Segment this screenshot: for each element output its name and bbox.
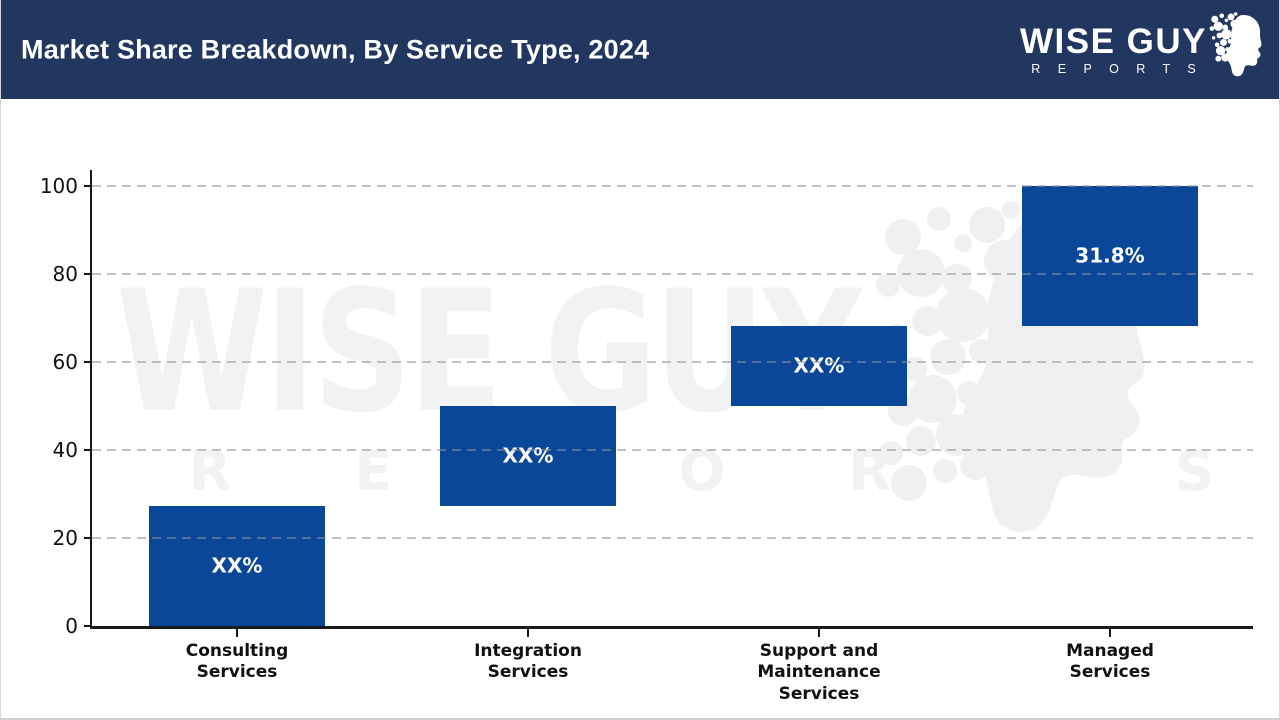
gridline-y-60: [92, 360, 1253, 363]
x-axis-tick-mark: [527, 629, 529, 637]
gridline-y-20: [92, 537, 1253, 539]
bar-segment-4: 31.8%: [1022, 186, 1198, 326]
bar-segment-2: XX%: [440, 406, 616, 506]
logo-subtitle: R E P O R T S: [1031, 62, 1203, 77]
x-axis-category-label: Consulting Services: [185, 641, 289, 683]
y-axis-tick-label: 0: [65, 614, 78, 638]
y-axis-tick-mark: [84, 537, 92, 539]
logo-wordmark: WISE GUY: [1019, 21, 1207, 61]
gridline-y-100: [92, 184, 1253, 187]
y-axis-tick-mark: [84, 184, 92, 187]
y-axis-tick-mark: [84, 625, 92, 627]
x-axis-tick-mark: [818, 629, 820, 637]
y-axis-tick-mark: [84, 448, 92, 451]
x-axis-tick-mark: [236, 629, 238, 637]
x-axis-tick-mark: [1109, 629, 1111, 637]
y-axis-tick-label: 40: [52, 437, 78, 462]
y-axis-tick-label: 60: [52, 349, 78, 374]
x-axis-category-label: Integration Services: [474, 641, 582, 683]
bar-segment-1: XX%: [149, 506, 325, 626]
y-axis-tick-mark: [84, 272, 92, 275]
wise-guy-reports-logo: WISE GUY R E P O R T S: [1020, 8, 1267, 92]
y-axis-tick-label: 100: [39, 173, 78, 198]
bar-value-label: XX%: [502, 443, 554, 468]
gridline-y-40: [92, 448, 1253, 451]
y-axis-tick-label: 20: [52, 526, 78, 550]
x-axis-category-label: Managed Services: [1066, 641, 1154, 683]
gridline-y-80: [92, 272, 1253, 275]
header-bar: Market Share Breakdown, By Service Type,…: [1, 0, 1279, 99]
bar-value-label: 31.8%: [1075, 243, 1145, 268]
logo-face-icon: [1209, 12, 1262, 77]
page-title: Market Share Breakdown, By Service Type,…: [21, 34, 650, 64]
bar-value-label: XX%: [793, 353, 845, 378]
bar-segment-3: XX%: [731, 326, 907, 406]
chart-plot-area: 0 20 40 60 80 100 XX% Consulting Services XX% Int…: [40, 170, 1253, 704]
logo-text: WISE GUY R E P O R T S: [1019, 21, 1207, 77]
bar-value-label: XX%: [211, 553, 263, 578]
y-axis-tick-label: 80: [52, 261, 78, 286]
y-axis-tick-mark: [84, 360, 92, 363]
x-axis-category-label: Support and Maintenance Services: [757, 641, 881, 704]
